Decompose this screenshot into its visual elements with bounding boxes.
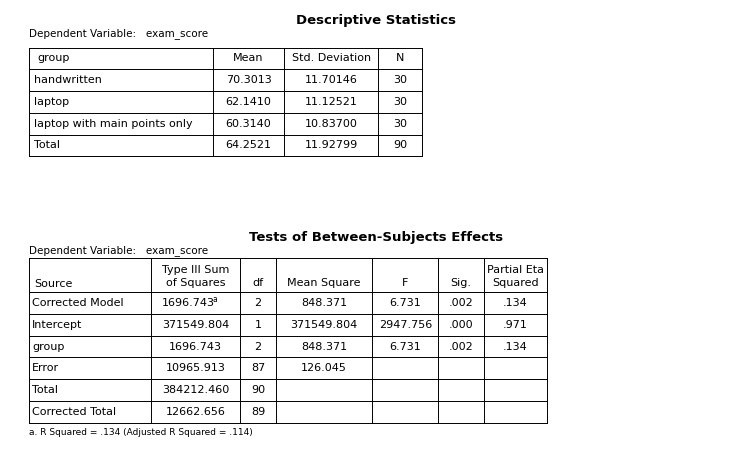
- Text: 11.12521: 11.12521: [305, 97, 358, 107]
- Text: .002: .002: [449, 298, 473, 308]
- Text: Descriptive Statistics: Descriptive Statistics: [296, 14, 456, 27]
- Text: 30: 30: [393, 97, 407, 107]
- Text: 11.70146: 11.70146: [305, 75, 358, 85]
- Text: 6.731: 6.731: [390, 342, 421, 352]
- Text: Dependent Variable:   exam_score: Dependent Variable: exam_score: [29, 246, 208, 256]
- Text: .134: .134: [503, 342, 528, 352]
- Text: N: N: [396, 53, 405, 63]
- Text: 2947.756: 2947.756: [379, 320, 432, 330]
- Text: .002: .002: [449, 342, 473, 352]
- Text: 1: 1: [254, 320, 262, 330]
- Text: Dependent Variable:   exam_score: Dependent Variable: exam_score: [29, 28, 208, 39]
- Text: 60.3140: 60.3140: [226, 119, 271, 129]
- Text: Sig.: Sig.: [450, 278, 472, 288]
- Text: 90: 90: [393, 140, 407, 150]
- Text: Mean Square: Mean Square: [287, 278, 361, 288]
- Text: 848.371: 848.371: [301, 342, 347, 352]
- Text: 64.2521: 64.2521: [226, 140, 271, 150]
- Text: Partial Eta: Partial Eta: [487, 265, 544, 275]
- Text: 87: 87: [251, 363, 265, 373]
- Text: 30: 30: [393, 119, 407, 129]
- Text: 371549.804: 371549.804: [162, 320, 229, 330]
- Text: df: df: [253, 278, 263, 288]
- Text: Tests of Between-Subjects Effects: Tests of Between-Subjects Effects: [249, 231, 503, 244]
- Text: Error: Error: [32, 363, 59, 373]
- Text: laptop with main points only: laptop with main points only: [34, 119, 193, 129]
- Text: 1696.743: 1696.743: [169, 342, 222, 352]
- Text: .000: .000: [449, 320, 473, 330]
- Text: Total: Total: [32, 385, 58, 395]
- Text: 70.3013: 70.3013: [226, 75, 271, 85]
- Text: 10.83700: 10.83700: [305, 119, 358, 129]
- Text: Std. Deviation: Std. Deviation: [292, 53, 371, 63]
- Text: 2: 2: [254, 342, 262, 352]
- Text: Intercept: Intercept: [32, 320, 83, 330]
- Text: Corrected Model: Corrected Model: [32, 298, 124, 308]
- Text: Corrected Total: Corrected Total: [32, 407, 117, 417]
- Text: 848.371: 848.371: [301, 298, 347, 308]
- Text: 90: 90: [251, 385, 265, 395]
- Text: a. R Squared = .134 (Adjusted R Squared = .114): a. R Squared = .134 (Adjusted R Squared …: [29, 428, 253, 437]
- Text: 1696.743: 1696.743: [162, 298, 215, 308]
- Text: 10965.913: 10965.913: [165, 363, 226, 373]
- Text: .134: .134: [503, 298, 528, 308]
- Text: 371549.804: 371549.804: [290, 320, 358, 330]
- Text: group: group: [38, 53, 70, 63]
- Text: 11.92799: 11.92799: [305, 140, 358, 150]
- Text: 126.045: 126.045: [301, 363, 347, 373]
- Text: Source: Source: [35, 279, 73, 289]
- Text: Type III Sum: Type III Sum: [162, 265, 229, 275]
- Text: Squared: Squared: [492, 278, 539, 288]
- Text: Total: Total: [34, 140, 60, 150]
- Text: of Squares: of Squares: [165, 278, 226, 288]
- Text: 30: 30: [393, 75, 407, 85]
- Text: Mean: Mean: [233, 53, 264, 63]
- Text: 384212.460: 384212.460: [162, 385, 229, 395]
- Text: group: group: [32, 342, 65, 352]
- Text: 6.731: 6.731: [390, 298, 421, 308]
- Text: a: a: [213, 294, 217, 304]
- Text: 12662.656: 12662.656: [165, 407, 226, 417]
- Text: F: F: [402, 278, 408, 288]
- Text: 62.1410: 62.1410: [226, 97, 271, 107]
- Text: handwritten: handwritten: [34, 75, 102, 85]
- Text: .971: .971: [503, 320, 528, 330]
- Text: laptop: laptop: [34, 97, 69, 107]
- Text: 2: 2: [254, 298, 262, 308]
- Text: 89: 89: [251, 407, 265, 417]
